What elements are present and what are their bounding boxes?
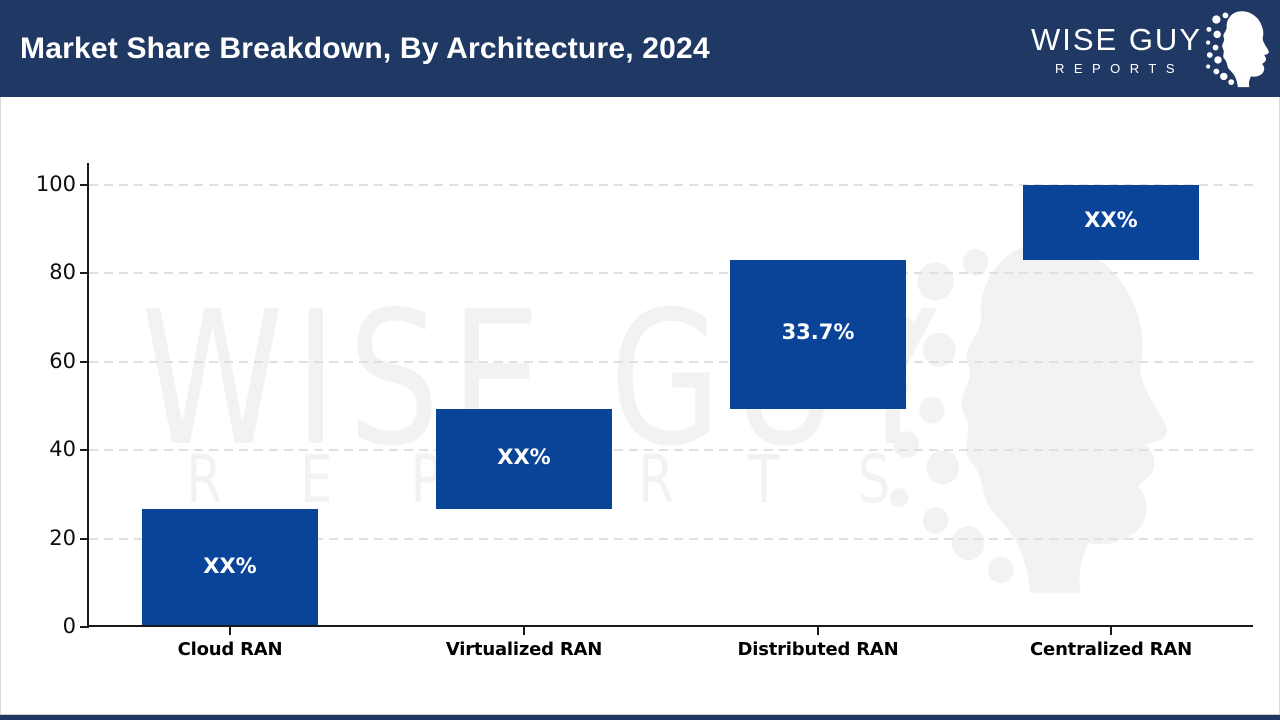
x-category-label-virtualized-ran: Virtualized RAN <box>445 639 603 660</box>
y-tick-label: 80 <box>49 260 76 285</box>
x-tick-mark <box>1110 627 1112 635</box>
y-tick-mark <box>80 626 87 628</box>
x-category-label-cloud-ran: Cloud RAN <box>177 639 283 660</box>
y-tick-mark <box>80 360 87 363</box>
footer-bar <box>0 714 1280 720</box>
gridline <box>89 184 1253 186</box>
gridline <box>89 360 1253 363</box>
y-tick-mark <box>80 272 87 275</box>
wiseguy-logo: WISE GUY REPORTS <box>1031 4 1272 94</box>
gridline <box>89 449 1253 452</box>
bar-value-label-distributed-ran: 33.7% <box>781 320 855 345</box>
wiseguy-head-icon <box>1206 11 1269 88</box>
header-bar: Market Share Breakdown, By Architecture,… <box>0 0 1280 97</box>
bar-value-label-cloud-ran: XX% <box>203 553 257 578</box>
x-category-label-centralized-ran: Centralized RAN <box>1030 639 1192 660</box>
y-axis-spine <box>87 163 89 628</box>
x-tick-mark <box>523 627 525 635</box>
y-tick-label: 0 <box>62 614 76 638</box>
logo-subtext: REPORTS <box>1054 61 1185 76</box>
y-tick-mark <box>80 184 87 186</box>
y-tick-label: 100 <box>35 172 76 196</box>
logo-text: WISE GUY REPORTS <box>1031 22 1202 76</box>
gridline <box>89 272 1253 275</box>
y-tick-mark <box>80 537 87 540</box>
bar-value-label-virtualized-ran: XX% <box>497 444 551 469</box>
x-tick-mark <box>229 627 231 635</box>
x-category-label-distributed-ran: Distributed RAN <box>737 639 899 660</box>
gridline <box>89 537 1253 540</box>
bar-cloud-ran <box>142 508 318 627</box>
bar-virtualized-ran <box>436 408 612 509</box>
bar-distributed-ran <box>730 259 906 409</box>
bar-centralized-ran <box>1023 185 1199 260</box>
y-tick-label: 40 <box>49 437 76 462</box>
bar-value-label-centralized-ran: XX% <box>1084 208 1138 233</box>
x-tick-mark <box>817 627 819 635</box>
y-tick-label: 20 <box>49 525 76 550</box>
page-title: Market Share Breakdown, By Architecture,… <box>20 31 710 65</box>
y-tick-label: 60 <box>49 348 76 373</box>
logo-wordmark: WISE GUY <box>1030 22 1202 57</box>
x-axis-spine <box>87 625 1253 627</box>
y-tick-mark <box>80 449 87 452</box>
